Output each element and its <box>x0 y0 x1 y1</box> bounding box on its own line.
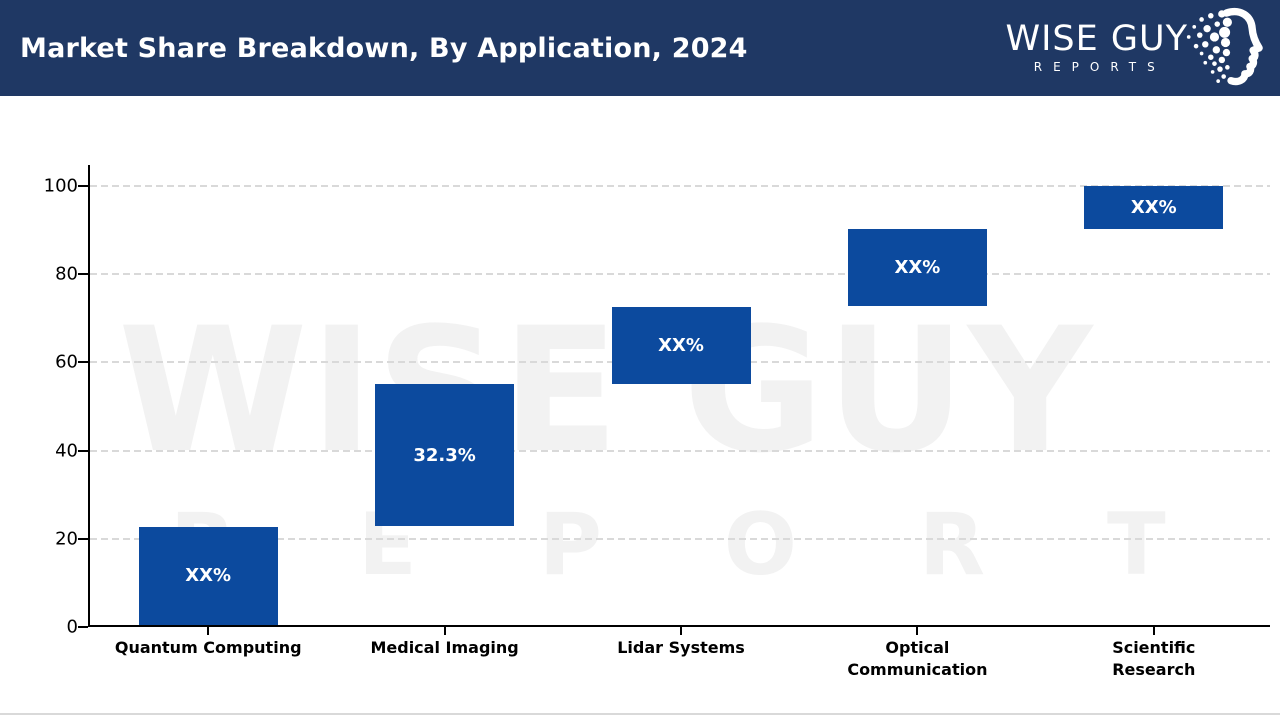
x-category-label: Quantum Computing <box>114 638 302 657</box>
bar-value-label: 32.3% <box>413 444 476 466</box>
grid-line <box>90 273 1270 276</box>
bar-lidar-systems: XX% <box>611 306 751 384</box>
y-tick-mark <box>78 185 88 188</box>
grid-line <box>90 185 1270 188</box>
x-tick-mark <box>443 627 446 635</box>
y-tick-label: 100 <box>43 175 78 197</box>
y-tick-mark <box>78 626 88 628</box>
wise-guy-logo: WISE GUY REPORTS <box>1005 6 1280 90</box>
y-tick-mark <box>78 449 88 452</box>
y-tick-label: 80 <box>55 263 78 285</box>
x-tick-mark <box>1152 627 1155 635</box>
bar-quantum-computing: XX% <box>138 526 278 625</box>
dotted-head-icon <box>1174 6 1266 90</box>
grid-line <box>90 449 1270 452</box>
page-title: Market Share Breakdown, By Application, … <box>20 32 748 64</box>
y-tick-mark <box>78 273 88 276</box>
y-tick-label: 20 <box>55 528 78 550</box>
x-category-label: Lidar Systems <box>617 638 745 657</box>
footer-divider <box>0 713 1280 715</box>
plot-area: 0 20 40 60 80 100 XX% Quantum Computing 32.3% Med… <box>44 165 1270 679</box>
x-category-label: Medical Imaging <box>370 638 519 657</box>
x-tick-mark <box>916 627 919 635</box>
logo-subtitle: REPORTS <box>1033 60 1166 74</box>
grid-line <box>90 537 1270 540</box>
y-tick-label: 0 <box>66 616 78 638</box>
x-tick-mark <box>207 627 210 635</box>
y-tick-mark <box>78 537 88 540</box>
bar-scientific-research: XX% <box>1084 185 1224 229</box>
bar-value-label: XX% <box>1130 196 1177 218</box>
logo-text: WISE GUY REPORTS <box>1005 19 1188 75</box>
y-tick-label: 60 <box>55 351 78 373</box>
header-bar: Market Share Breakdown, By Application, … <box>0 0 1280 96</box>
y-tick-mark <box>78 361 88 364</box>
bar-optical-communication: XX% <box>847 229 987 307</box>
bar-medical-imaging: 32.3% <box>375 383 515 527</box>
y-tick-label: 40 <box>55 440 78 462</box>
x-category-label: Scientific Research <box>1112 638 1196 679</box>
bar-value-label: XX% <box>185 565 232 587</box>
bar-value-label: XX% <box>894 257 941 279</box>
logo-wordmark: WISE GUY <box>1005 19 1188 59</box>
x-category-label: Optical Communication <box>847 638 988 679</box>
bar-value-label: XX% <box>658 334 704 356</box>
x-tick-mark <box>680 627 682 635</box>
